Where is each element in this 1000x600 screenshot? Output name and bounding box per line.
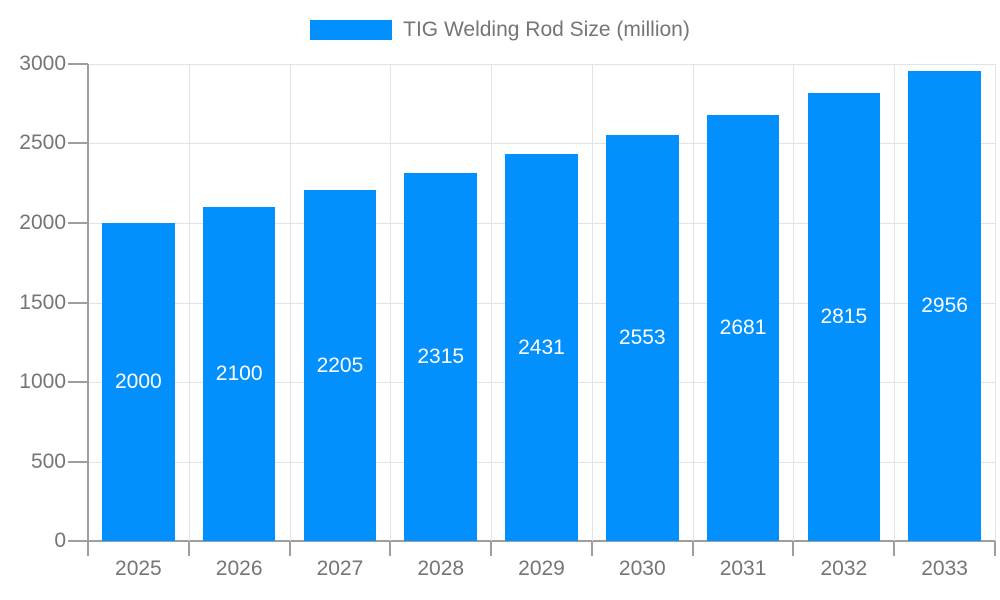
bar-value-label: 2100	[215, 362, 263, 386]
x-axis-tick	[590, 541, 593, 556]
bar-value-label: 2431	[518, 335, 565, 359]
y-axis-tick	[68, 142, 88, 145]
gridline-vertical	[995, 64, 996, 541]
y-tick-label: 1000	[19, 369, 66, 393]
gridline-vertical	[188, 64, 190, 541]
bar-value-label: 2815	[820, 305, 868, 329]
x-tick-label: 2029	[518, 557, 565, 580]
bar-value-label: 2681	[719, 315, 767, 339]
legend-swatch	[310, 20, 393, 40]
bar-value-label: 2956	[921, 294, 968, 317]
x-axis-tick	[893, 541, 896, 556]
x-tick-label: 2028	[417, 557, 465, 580]
plot-area: 0 500 1000 1500 2000 2500 3000 2025 2000 2026 2100…	[19, 52, 996, 580]
x-axis-tick	[792, 541, 795, 556]
gridline-vertical	[692, 64, 694, 541]
bar[interactable]: 2956	[908, 71, 981, 541]
x-tick-label: 2033	[921, 557, 968, 580]
y-tick-label: 3000	[19, 52, 66, 75]
x-tick-label: 2025	[115, 557, 162, 580]
x-tick-label: 2030	[618, 557, 666, 580]
gridline-vertical	[390, 64, 392, 541]
x-tick-label: 2027	[316, 557, 364, 580]
x-axis-tick	[288, 541, 291, 556]
x-axis-line	[88, 540, 995, 542]
legend-label: TIG Welding Rod Size (million)	[403, 18, 690, 41]
x-axis-tick	[490, 541, 493, 556]
y-axis-tick	[68, 221, 88, 224]
x-tick-label: 2026	[215, 557, 263, 580]
x-axis-tick	[187, 541, 190, 556]
gridline-vertical	[491, 64, 493, 541]
y-axis-tick	[68, 540, 88, 542]
gridline-horizontal	[88, 64, 995, 65]
y-axis-line	[87, 64, 89, 541]
bar-value-label: 2205	[316, 353, 364, 377]
y-tick-label: 2500	[19, 131, 66, 155]
legend: TIG Welding Rod Size (million)	[0, 17, 1000, 43]
bar-value-label: 2000	[115, 370, 162, 393]
bar-value-label: 2553	[618, 326, 666, 350]
y-axis-tick	[68, 63, 88, 65]
y-tick-label: 2000	[19, 210, 66, 234]
x-axis-tick	[994, 541, 996, 556]
bar[interactable]: 2553	[605, 135, 679, 541]
x-axis-tick	[87, 541, 89, 556]
gridline-horizontal	[88, 143, 995, 145]
bar[interactable]: 2205	[303, 190, 377, 541]
bar[interactable]: 2815	[807, 93, 881, 541]
legend-item[interactable]: TIG Welding Rod Size (million)	[310, 18, 690, 42]
bar[interactable]: 2100	[202, 207, 276, 541]
x-tick-label: 2031	[719, 557, 767, 580]
gridline-vertical	[793, 64, 795, 541]
y-axis-tick	[68, 380, 88, 383]
y-axis-tick	[68, 460, 88, 463]
y-tick-label: 0	[54, 529, 66, 552]
gridline-vertical	[894, 64, 896, 541]
x-axis-tick	[389, 541, 392, 556]
gridline-vertical	[591, 64, 593, 541]
gridline-vertical	[289, 64, 291, 541]
x-axis-tick	[691, 541, 694, 556]
y-tick-label: 1500	[19, 290, 66, 314]
y-tick-label: 500	[30, 449, 66, 473]
y-axis-tick	[68, 301, 88, 304]
bar[interactable]: 2000	[102, 223, 175, 541]
bar-value-label: 2315	[417, 344, 465, 368]
x-tick-label: 2032	[820, 557, 868, 580]
bar[interactable]: 2431	[505, 154, 578, 541]
bar[interactable]: 2681	[706, 114, 780, 541]
bar[interactable]: 2315	[404, 172, 477, 541]
